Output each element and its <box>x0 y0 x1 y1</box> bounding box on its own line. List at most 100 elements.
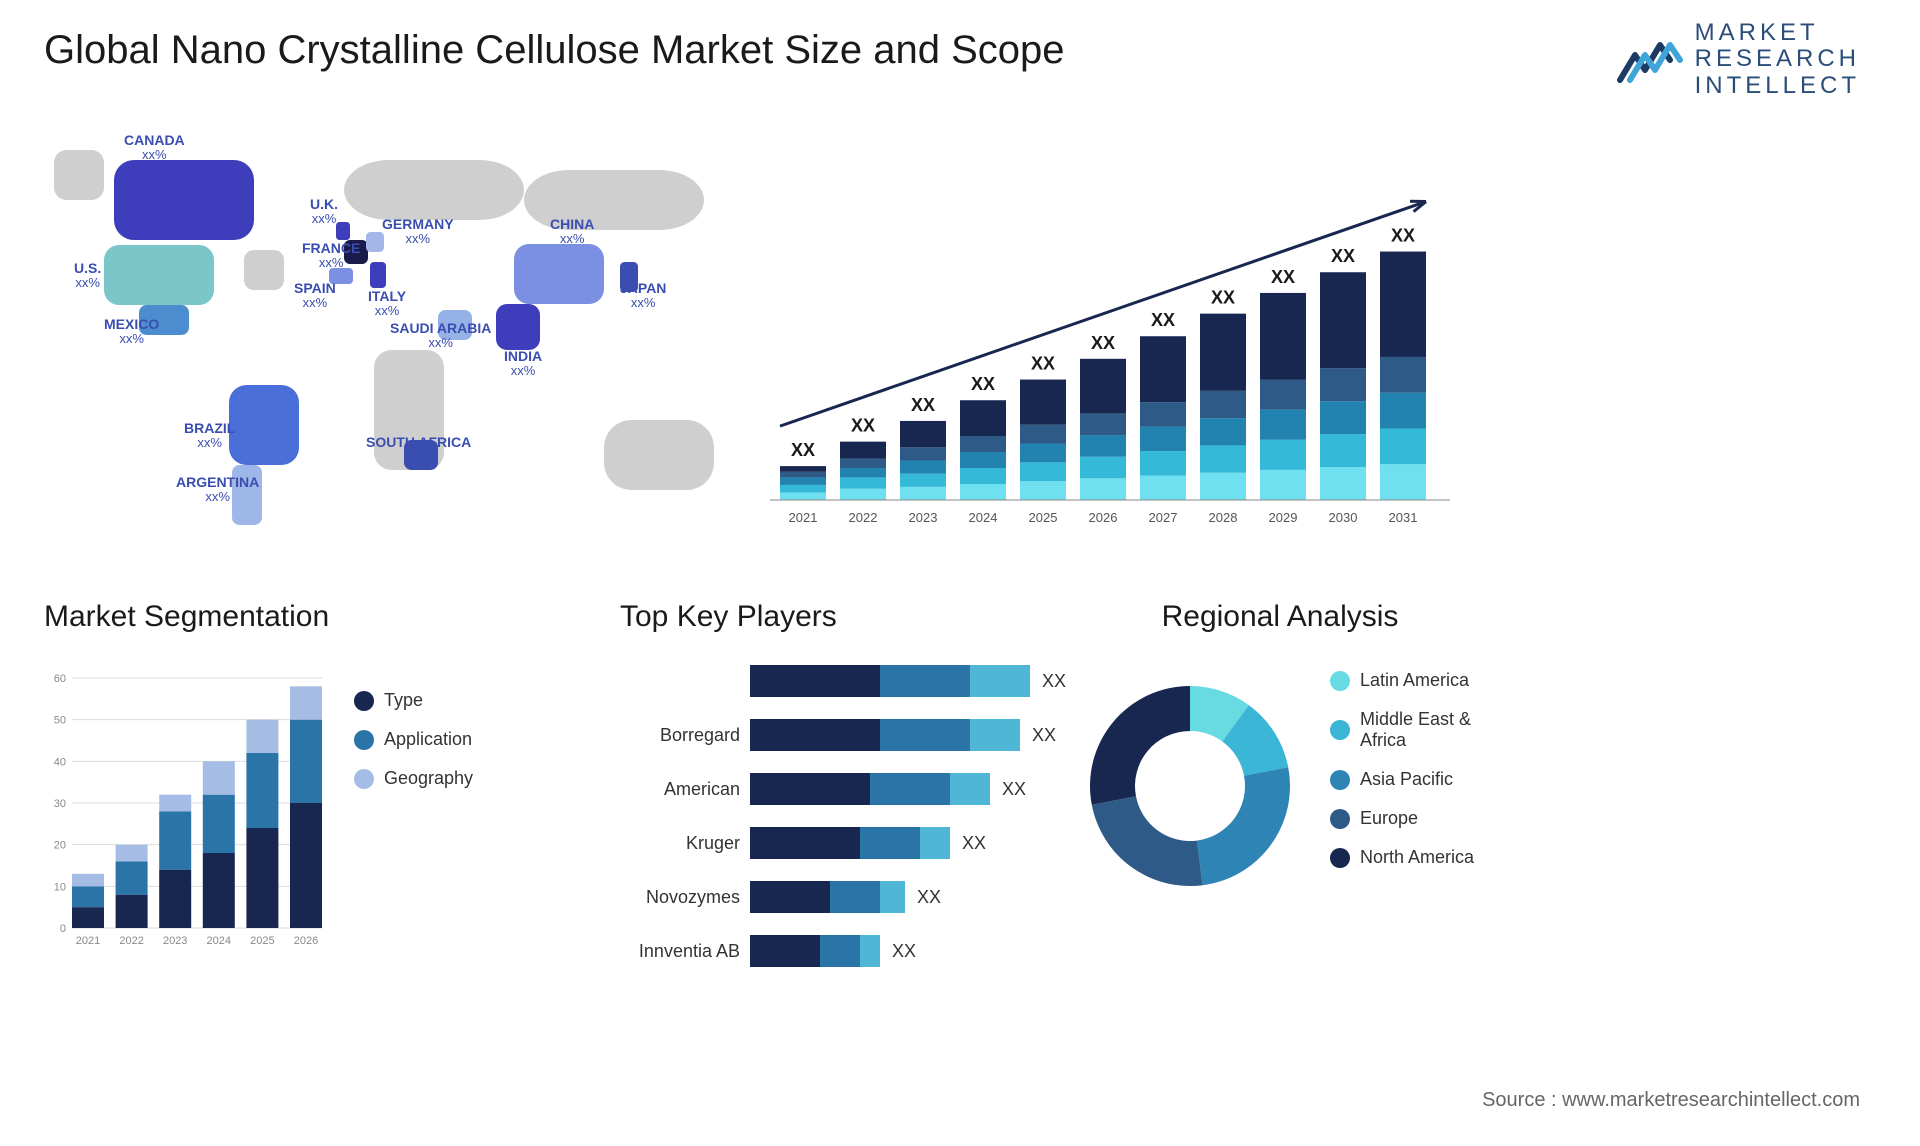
forecast-value-label: XX <box>1331 246 1355 266</box>
key-players-chart: .XXBorregardXXAmericanXXKrugerXXNovozyme… <box>620 658 1040 978</box>
player-value-label: XX <box>1002 779 1026 800</box>
forecast-year-label: 2028 <box>1209 510 1238 525</box>
forecast-value-label: XX <box>1211 288 1235 308</box>
regional-donut <box>1070 666 1310 906</box>
seg-bar-seg <box>203 853 235 928</box>
seg-year-label: 2021 <box>76 935 100 947</box>
legend-label: Application <box>384 729 472 750</box>
legend-label: Middle East & Africa <box>1360 709 1500 751</box>
player-bar <box>750 935 880 967</box>
forecast-bar-seg <box>1200 391 1246 418</box>
player-bar-seg <box>880 881 905 913</box>
seg-bar-seg <box>246 720 278 753</box>
forecast-bar-seg <box>1140 451 1186 475</box>
player-bar <box>750 881 905 913</box>
forecast-bar-seg <box>1140 402 1186 426</box>
seg-bar-seg <box>246 828 278 928</box>
player-bar-seg <box>880 665 970 697</box>
map-label-italy: ITALYxx% <box>368 288 406 319</box>
forecast-year-label: 2022 <box>849 510 878 525</box>
forecast-value-label: XX <box>971 374 995 394</box>
forecast-bar-seg <box>1140 427 1186 451</box>
key-players-section: Top Key Players .XXBorregardXXAmericanXX… <box>620 600 1060 1000</box>
seg-bar-seg <box>159 811 191 869</box>
region-legend-item: Asia Pacific <box>1330 769 1500 790</box>
forecast-value-label: XX <box>1091 333 1115 353</box>
forecast-bar-seg <box>900 474 946 487</box>
player-bar-seg <box>950 773 990 805</box>
legend-dot-icon <box>354 691 374 711</box>
forecast-bar-seg <box>1320 434 1366 467</box>
player-value-label: XX <box>917 887 941 908</box>
region-legend-item: Middle East & Africa <box>1330 709 1500 751</box>
player-row: Novozymes XX <box>620 874 1040 920</box>
map-country-italy <box>370 262 386 288</box>
forecast-bar-chart: XX2021XX2022XX2023XX2024XX2025XX2026XX20… <box>770 130 1450 550</box>
forecast-bar-seg <box>840 489 886 500</box>
forecast-bar-seg <box>1020 425 1066 444</box>
legend-dot-icon <box>354 769 374 789</box>
legend-dot-icon <box>354 730 374 750</box>
player-label: American <box>620 779 750 800</box>
source-attribution: Source : www.marketresearchintellect.com <box>1482 1089 1860 1112</box>
forecast-bar-seg <box>840 477 886 488</box>
player-bar-seg <box>750 665 880 697</box>
legend-dot-icon <box>1330 720 1350 740</box>
map-label-uk: U.K.xx% <box>310 196 338 227</box>
forecast-bar-seg <box>840 442 886 459</box>
seg-year-label: 2024 <box>207 935 231 947</box>
regional-legend: Latin America Middle East & Africa Asia Pa… <box>1330 670 1500 886</box>
forecast-bar-seg <box>840 468 886 477</box>
svg-text:50: 50 <box>54 715 66 727</box>
player-bar-seg <box>870 773 950 805</box>
map-country-uk <box>336 222 350 240</box>
player-bar <box>750 827 950 859</box>
player-row: KrugerXX <box>620 820 1040 866</box>
forecast-bar-seg <box>780 466 826 472</box>
player-bar-seg <box>750 773 870 805</box>
forecast-bar-seg <box>1080 359 1126 414</box>
forecast-value-label: XX <box>911 395 935 415</box>
forecast-bar-seg <box>1080 478 1126 500</box>
seg-bar-seg <box>246 753 278 828</box>
forecast-bar-seg <box>900 421 946 447</box>
legend-label: Geography <box>384 768 473 789</box>
seg-legend-item: Application <box>354 729 473 750</box>
map-label-germany: GERMANYxx% <box>382 216 454 247</box>
player-bar-seg <box>880 719 970 751</box>
player-bar-seg <box>750 881 830 913</box>
forecast-bar-seg <box>1320 467 1366 500</box>
forecast-value-label: XX <box>1391 226 1415 246</box>
forecast-bar-seg <box>960 484 1006 500</box>
region-legend-item: Latin America <box>1330 670 1500 691</box>
map-country-brazil <box>229 385 299 465</box>
legend-label: Latin America <box>1360 670 1469 691</box>
player-row: BorregardXX <box>620 712 1040 758</box>
player-bar-seg <box>750 827 860 859</box>
segmentation-chart: 0102030405060202120222023202420252026 <box>44 658 334 958</box>
logo-icon <box>1615 30 1685 90</box>
region-legend-item: North America <box>1330 847 1500 868</box>
svg-text:40: 40 <box>54 756 66 768</box>
forecast-bar-seg <box>1260 293 1306 380</box>
seg-bar-seg <box>203 795 235 853</box>
seg-bar-seg <box>72 874 104 887</box>
legend-dot-icon <box>1330 770 1350 790</box>
forecast-bar-seg <box>1020 380 1066 425</box>
key-players-title: Top Key Players <box>620 600 1060 634</box>
seg-bar-seg <box>72 907 104 928</box>
forecast-bar-seg <box>1380 357 1426 393</box>
seg-bar-seg <box>72 886 104 907</box>
forecast-bar-seg <box>1200 473 1246 500</box>
forecast-year-label: 2026 <box>1089 510 1118 525</box>
legend-label: Europe <box>1360 808 1418 829</box>
player-label: Novozymes <box>620 887 750 908</box>
forecast-bar-seg <box>960 436 1006 452</box>
map-country-china <box>514 244 604 304</box>
forecast-bar-seg <box>1200 445 1246 472</box>
player-label: Borregard <box>620 725 750 746</box>
map-country-india <box>496 304 540 350</box>
segmentation-title: Market Segmentation <box>44 600 544 634</box>
forecast-bar-seg <box>840 459 886 468</box>
seg-bar-seg <box>290 803 322 928</box>
